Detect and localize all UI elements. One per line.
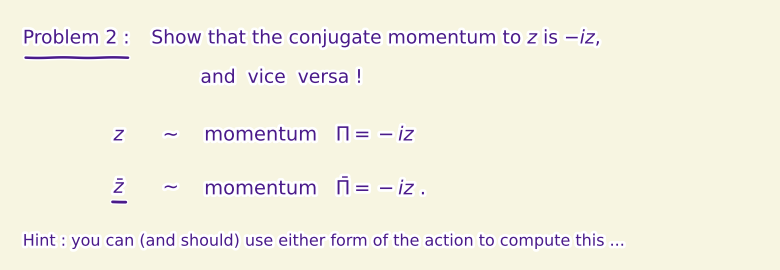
Text: Problem 2 :: Problem 2 : [23, 28, 129, 48]
Text: $z$: $z$ [113, 126, 126, 144]
Text: $\sim$: $\sim$ [159, 178, 179, 197]
Text: $\bar{z}$: $\bar{z}$ [113, 178, 126, 197]
Text: momentum   $\Pi = -iz$: momentum $\Pi = -iz$ [204, 126, 417, 144]
Text: Hint : you can (and should) use either form of the action to compute this ...: Hint : you can (and should) use either f… [23, 234, 629, 249]
Text: momentum   $\bar{\Pi} = -iz$ .: momentum $\bar{\Pi} = -iz$ . [204, 177, 427, 198]
Text: Show that the conjugate momentum to $z$ is $-iz$,: Show that the conjugate momentum to $z$ … [151, 26, 601, 49]
Text: and  vice  versa !: and vice versa ! [200, 68, 363, 87]
Text: $\sim$: $\sim$ [159, 126, 179, 144]
